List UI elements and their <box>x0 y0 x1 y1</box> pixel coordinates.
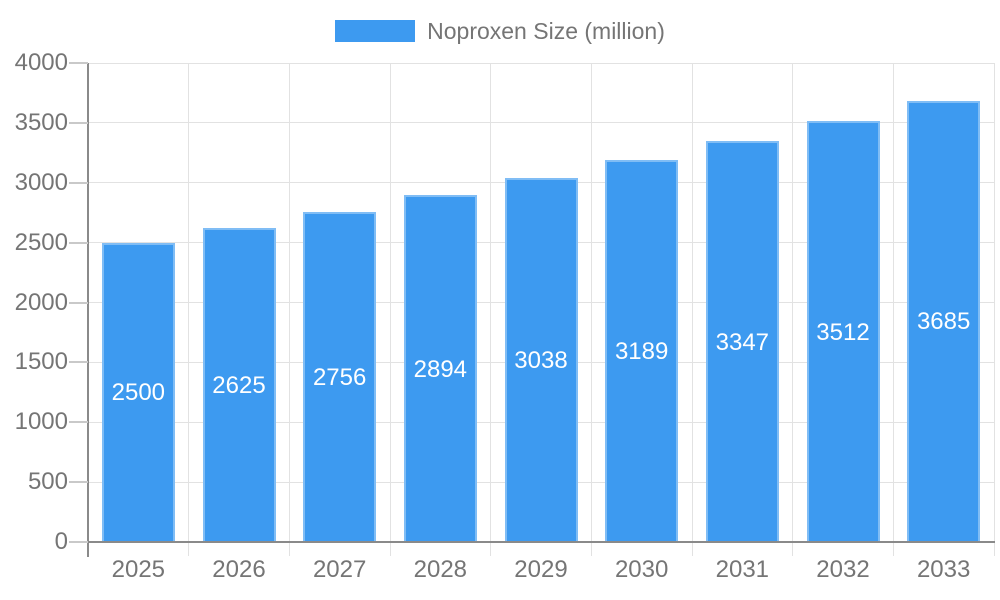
bar-2028[interactable]: 2894 <box>403 195 477 542</box>
gridline-vertical <box>590 63 592 556</box>
y-axis-tick <box>69 361 88 364</box>
y-axis-tick <box>69 121 88 124</box>
bar-value-label: 3685 <box>916 308 971 336</box>
gridline-vertical <box>188 63 190 556</box>
bar-value-label: 2756 <box>312 363 367 391</box>
gridline-vertical <box>389 63 391 556</box>
y-axis-tick-label: 1500 <box>14 348 68 376</box>
x-axis-tick-label: 2031 <box>715 556 770 583</box>
legend-swatch <box>335 20 416 42</box>
x-axis-line <box>87 541 995 543</box>
gridline-vertical <box>993 63 995 556</box>
x-axis-tick-label: 2032 <box>816 556 870 583</box>
gridline-vertical <box>288 63 290 556</box>
y-axis-tick <box>69 241 88 244</box>
bar-2030[interactable]: 3189 <box>605 160 679 542</box>
gridline-horizontal <box>70 62 994 64</box>
bar-value-label: 3189 <box>614 338 669 366</box>
y-axis-tick-label: 4000 <box>14 49 68 76</box>
y-axis-tick-label: 2500 <box>14 228 68 256</box>
bar-2029[interactable]: 3038 <box>504 178 578 542</box>
legend-label: Noproxen Size (million) <box>427 18 665 44</box>
y-axis-tick <box>69 301 88 304</box>
legend[interactable]: Noproxen Size (million) <box>0 19 1000 43</box>
y-axis-line <box>87 63 89 557</box>
y-axis-tick-label: 3000 <box>14 168 68 196</box>
y-axis-tick-label: 3500 <box>14 108 68 136</box>
bar-value-label: 2894 <box>413 355 468 383</box>
y-axis-tick <box>69 541 88 543</box>
y-axis-tick-label: 1000 <box>14 408 68 436</box>
x-axis-tick-label: 2025 <box>111 556 166 583</box>
bar-value-label: 3038 <box>514 347 568 375</box>
x-axis-tick-label: 2028 <box>413 556 468 583</box>
plot-area: 2500 2625 2756 2894 3038 3189 3347 3512 3685 <box>70 62 995 556</box>
bar-value-label: 3512 <box>816 318 870 346</box>
x-axis-tick-label: 2029 <box>514 556 568 583</box>
y-axis-tick <box>69 421 88 424</box>
gridline-vertical <box>490 63 492 556</box>
bar-2027[interactable]: 2756 <box>303 211 377 542</box>
bar-2026[interactable]: 2625 <box>202 227 276 542</box>
x-axis-tick-label: 2033 <box>916 556 971 583</box>
y-axis-tick <box>69 181 88 184</box>
bar-2032[interactable]: 3512 <box>806 121 880 542</box>
gridline-vertical <box>892 63 894 556</box>
bar-2025[interactable]: 2500 <box>101 242 175 542</box>
x-axis-tick-label: 2027 <box>312 556 367 583</box>
y-axis-tick-label: 0 <box>54 528 68 555</box>
y-axis-tick <box>69 481 88 484</box>
bar-2033[interactable]: 3685 <box>907 100 981 542</box>
x-axis-tick-label: 2030 <box>614 556 669 583</box>
gridline-horizontal <box>70 122 994 124</box>
bar-value-label: 2625 <box>212 371 266 399</box>
y-axis-tick-label: 2000 <box>14 288 68 316</box>
bar-value-label: 3347 <box>715 328 770 356</box>
y-axis-tick-label: 500 <box>27 468 68 496</box>
gridline-vertical <box>792 63 794 556</box>
gridline-vertical <box>691 63 693 556</box>
y-axis-tick <box>69 62 88 64</box>
bar-value-label: 2500 <box>111 379 166 407</box>
x-axis-tick-label: 2026 <box>212 556 266 583</box>
bar-2031[interactable]: 3347 <box>705 141 779 542</box>
